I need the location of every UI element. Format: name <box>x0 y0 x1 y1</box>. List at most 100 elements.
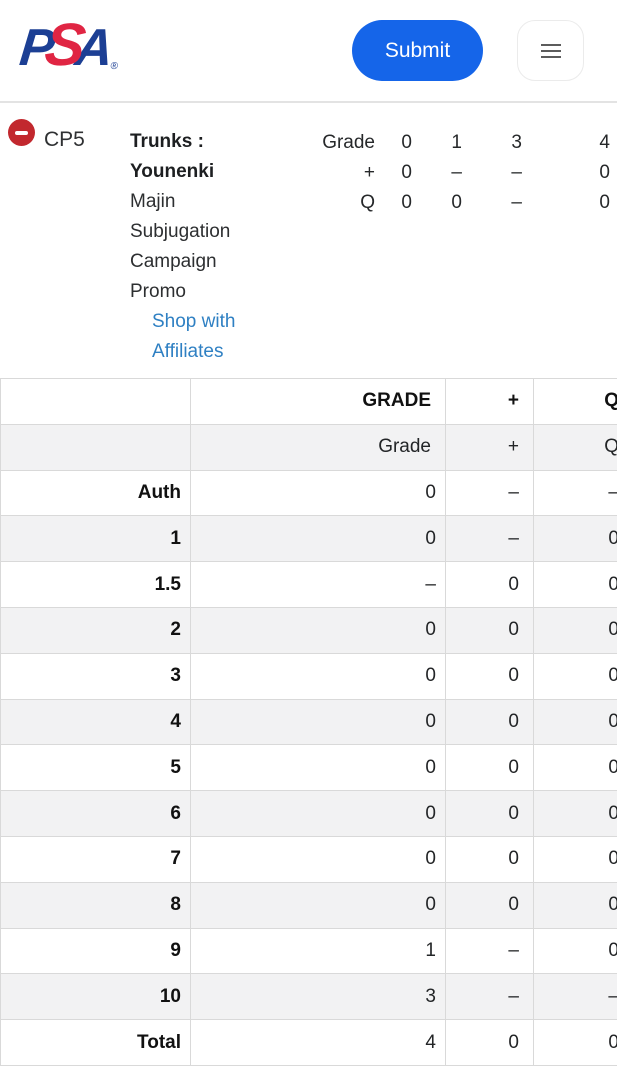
card-title-block: Trunks : Younenki Majin Subjugation Camp… <box>130 127 260 367</box>
grade-cell: 0 <box>190 790 446 837</box>
mini-cell: – <box>451 162 462 183</box>
grade-cell: 0 <box>190 606 446 654</box>
page-header: P S A ® Submit <box>0 0 617 103</box>
table-row: 103–– <box>0 973 617 1021</box>
hamburger-icon <box>540 43 561 58</box>
mini-row-label: Q <box>360 192 375 213</box>
row-label: 5 <box>0 744 191 792</box>
plus-cell: 0 <box>445 698 534 746</box>
row-label: 8 <box>0 881 191 929</box>
row-label: 10 <box>0 973 191 1021</box>
plus-cell: 0 <box>445 790 534 837</box>
pop-table-scroll[interactable]: GRADE + Q Grade + Q Auth0––10–01.5–00200… <box>0 378 617 1066</box>
row-label: 9 <box>0 927 191 975</box>
th-q-primary: Q <box>533 378 617 425</box>
grade-cell: 0 <box>190 515 446 563</box>
q-cell: 0 <box>533 881 617 929</box>
row-label: 7 <box>0 835 191 883</box>
plus-cell: 0 <box>445 652 534 700</box>
table-header-secondary: Grade + Q <box>0 423 617 471</box>
grade-cell: 0 <box>190 469 446 517</box>
th-plus-secondary: + <box>445 423 534 471</box>
grade-cell: 0 <box>190 652 446 700</box>
mini-cell: 0 <box>401 192 412 213</box>
plus-cell: 0 <box>445 1019 534 1066</box>
mini-cell: 3 <box>511 132 522 153</box>
row-label: 1.5 <box>0 561 191 608</box>
remove-minus-icon[interactable] <box>8 119 35 146</box>
plus-cell: – <box>445 927 534 975</box>
card-set-name: Majin Subjugation Campaign Promo <box>130 191 231 302</box>
q-cell: 0 <box>533 652 617 700</box>
row-label: 4 <box>0 698 191 746</box>
table-row: Total 4 0 0 <box>0 1019 617 1066</box>
row-label: Total <box>0 1019 191 1066</box>
spec-code: CP5 <box>44 128 85 151</box>
mini-cell: – <box>511 162 522 183</box>
submit-button[interactable]: Submit <box>352 20 483 81</box>
q-cell: – <box>533 973 617 1021</box>
th-grade-secondary: Grade <box>190 423 446 471</box>
plus-cell: – <box>445 973 534 1021</box>
q-cell: 0 <box>533 927 617 975</box>
card-name: Trunks : Younenki <box>130 131 215 182</box>
q-cell: 0 <box>533 698 617 746</box>
q-cell: 0 <box>533 561 617 608</box>
mini-cell: 1 <box>451 132 462 153</box>
q-cell: 0 <box>533 790 617 837</box>
grade-cell: 4 <box>190 1019 446 1066</box>
row-label: 3 <box>0 652 191 700</box>
mini-row-label: Grade <box>322 132 375 153</box>
grade-cell: 0 <box>190 881 446 929</box>
mini-row-label: + <box>363 162 375 183</box>
plus-cell: 0 <box>445 561 534 608</box>
row-label: 6 <box>0 790 191 837</box>
registered-mark: ® <box>109 61 119 72</box>
th-plus-primary: + <box>445 378 534 425</box>
plus-cell: 0 <box>445 606 534 654</box>
row-label: 2 <box>0 606 191 654</box>
mini-cell: – <box>511 192 522 213</box>
q-cell: – <box>533 469 617 517</box>
plus-cell: 0 <box>445 835 534 883</box>
mini-cell: 0 <box>451 192 462 213</box>
mini-cell: 0 <box>599 162 610 183</box>
q-cell: 0 <box>533 606 617 654</box>
pop-table: GRADE + Q Grade + Q Auth0––10–01.5–00200… <box>0 378 617 1066</box>
th-empty <box>0 378 191 425</box>
grade-cell: 3 <box>190 973 446 1021</box>
psa-logo[interactable]: P S A ® <box>17 11 123 78</box>
grade-cell: 0 <box>190 698 446 746</box>
menu-button[interactable] <box>517 20 584 81</box>
q-cell: 0 <box>533 744 617 792</box>
th-grade-primary: GRADE <box>190 378 446 425</box>
mini-cell: 4 <box>599 132 610 153</box>
mini-grade-table: Grade 0 1 3 4 +0 – – 0 Q 0 0 – 0 <box>295 128 610 218</box>
table-header-primary: GRADE + Q <box>0 378 617 425</box>
mini-cell: 0 <box>599 192 610 213</box>
logo-letter-s: S <box>41 11 88 78</box>
q-cell: 0 <box>533 1019 617 1066</box>
plus-cell: 0 <box>445 744 534 792</box>
mini-cell: 0 <box>401 162 412 183</box>
table-row: 1 0–0 <box>0 515 617 563</box>
table-row: 9 1–0 <box>0 927 617 975</box>
th-q-secondary: Q <box>533 423 617 471</box>
mini-cell: 0 <box>401 132 412 153</box>
grade-cell: 0 <box>190 835 446 883</box>
table-row: 1.5–0 0 <box>0 561 617 608</box>
shop-affiliates-link[interactable]: Shop with Affiliates <box>152 311 236 362</box>
q-cell: 0 <box>533 515 617 563</box>
grade-cell: – <box>190 561 446 608</box>
plus-cell: 0 <box>445 881 534 929</box>
q-cell: 0 <box>533 835 617 883</box>
row-label: 1 <box>0 515 191 563</box>
card-entry-row: CP5 Trunks : Younenki Majin Subjugation … <box>0 103 617 378</box>
